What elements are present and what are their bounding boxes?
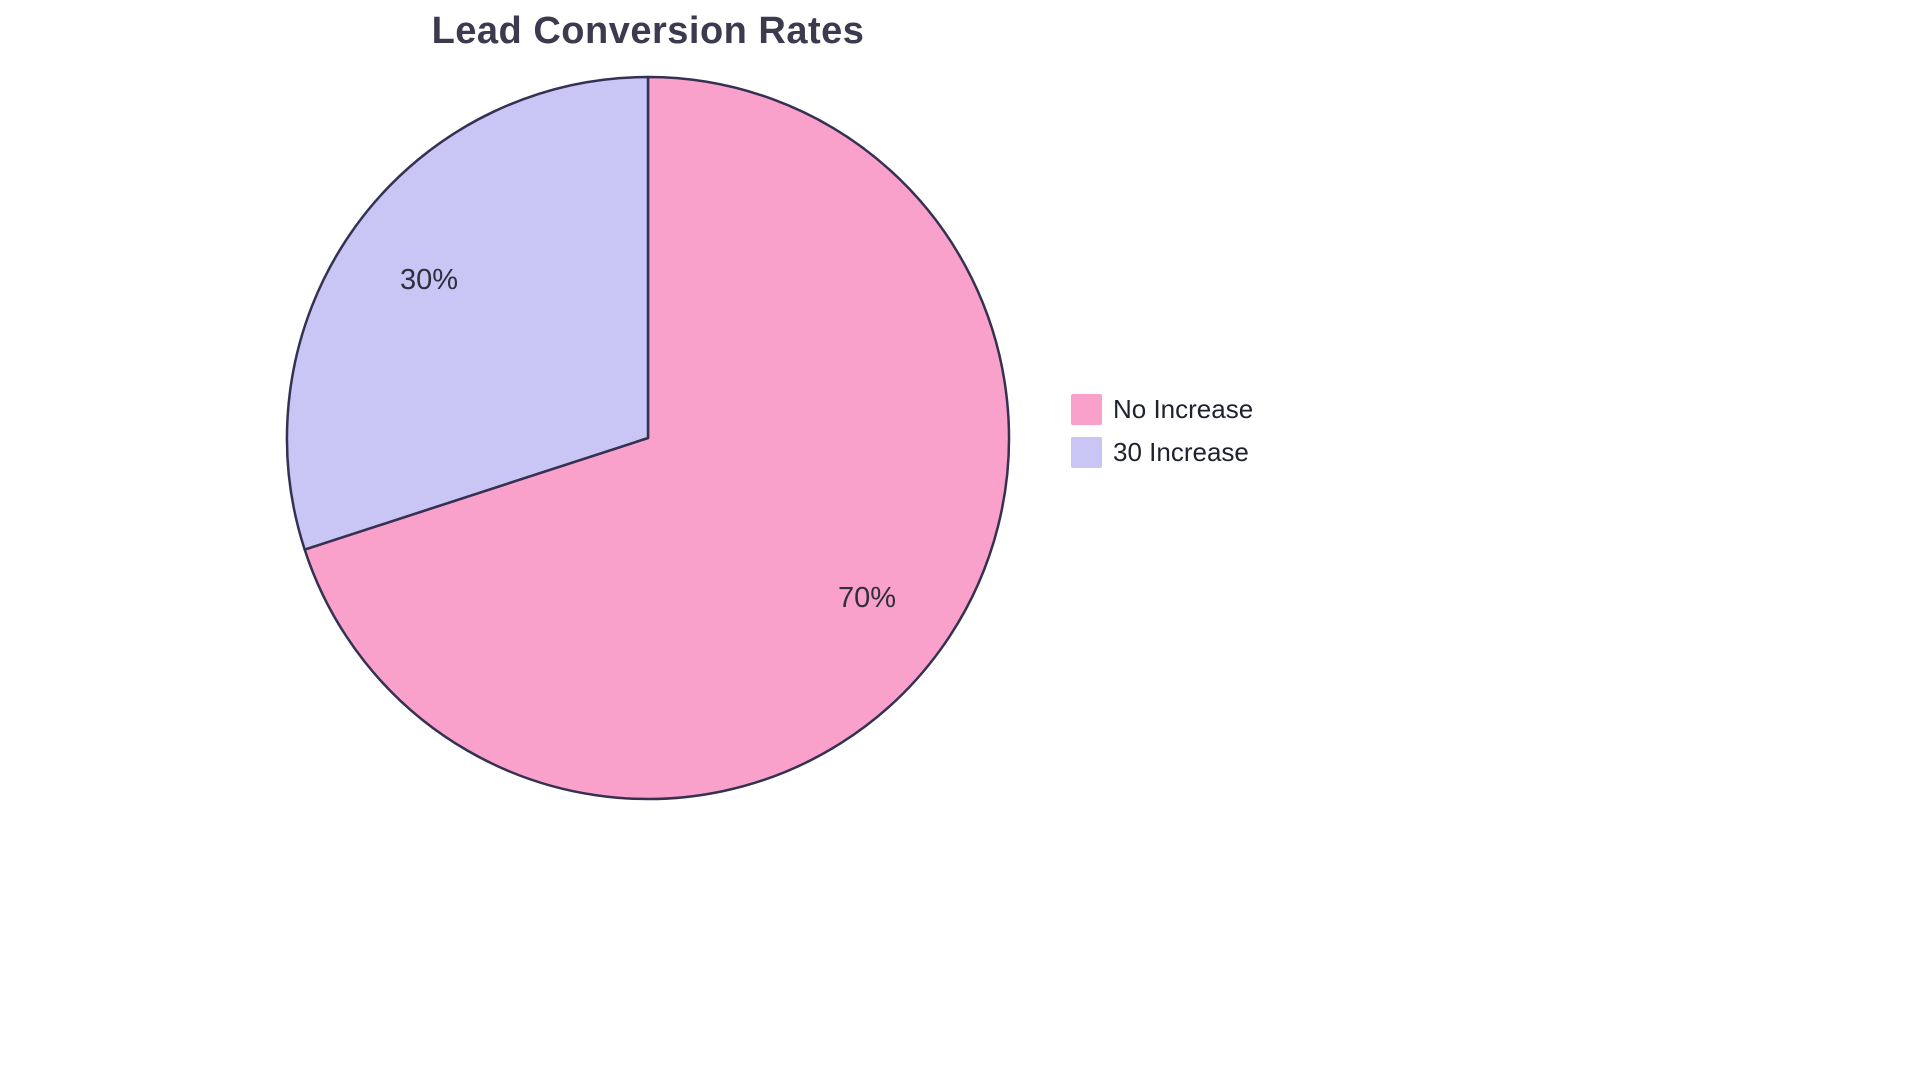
legend-item-30-increase: 30 Increase xyxy=(1071,437,1253,468)
legend-item-no-increase: No Increase xyxy=(1071,394,1253,425)
legend-swatch-no-increase xyxy=(1071,394,1102,425)
legend-swatch-30-increase xyxy=(1071,437,1102,468)
pie-slice-1 xyxy=(285,75,650,551)
legend-label-30-increase: 30 Increase xyxy=(1113,437,1249,467)
pie-svg: 70% 30% xyxy=(285,75,1011,801)
legend: No Increase 30 Increase xyxy=(1071,394,1253,468)
legend-label-no-increase: No Increase xyxy=(1113,394,1254,424)
pie-slice-0 xyxy=(303,75,1011,801)
slice-percent-label-1: 30% xyxy=(400,264,458,296)
chart-title: Lead Conversion Rates xyxy=(431,10,865,52)
slice-percent-label-0: 70% xyxy=(838,582,896,614)
pie-chart: 70% 30% xyxy=(283,73,1013,803)
